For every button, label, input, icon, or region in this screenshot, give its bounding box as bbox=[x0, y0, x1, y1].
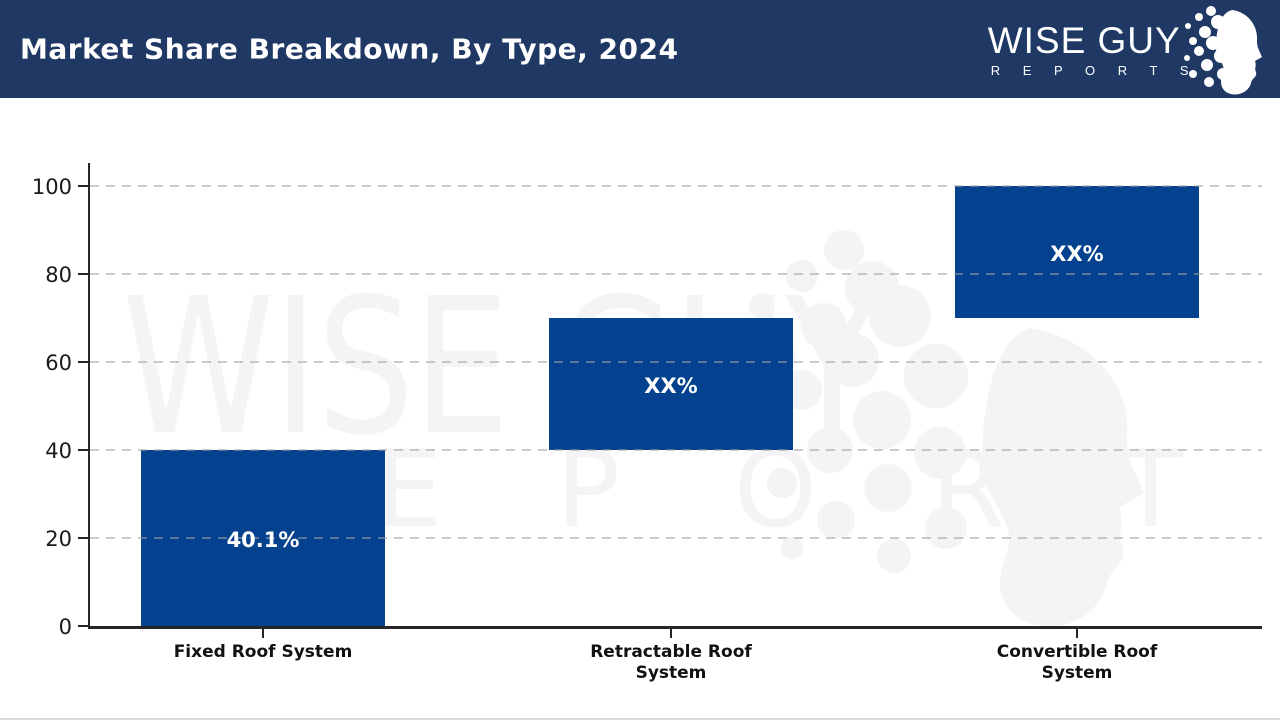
watermark-face-icon bbox=[748, 230, 1144, 627]
chart-title: Market Share Breakdown, By Type, 2024 bbox=[20, 32, 679, 66]
x-tick-mark bbox=[1076, 629, 1078, 638]
gridline bbox=[90, 537, 1262, 539]
bar-value-label: XX% bbox=[644, 373, 698, 398]
brand-subtitle: R E P O R T S bbox=[990, 63, 1198, 78]
x-axis-line bbox=[88, 626, 1262, 629]
bar-value-label: XX% bbox=[1050, 242, 1104, 266]
y-tick-label: 80 bbox=[45, 263, 72, 287]
brand-name: WISE GUY bbox=[987, 20, 1181, 61]
y-tick-mark bbox=[78, 185, 88, 187]
gridline bbox=[90, 361, 1262, 363]
y-tick-mark bbox=[78, 449, 88, 451]
y-tick-label: 60 bbox=[45, 351, 72, 375]
gridline bbox=[90, 185, 1262, 187]
brand-wordmark: WISE GUY R E P O R T S bbox=[988, 22, 1198, 78]
y-axis-line bbox=[88, 163, 90, 629]
x-tick-mark bbox=[670, 629, 672, 638]
x-tick-mark bbox=[262, 629, 264, 638]
bar-segment bbox=[549, 318, 793, 450]
footer-divider bbox=[0, 718, 1280, 720]
y-tick-label: 40 bbox=[45, 439, 72, 463]
header-bar: Market Share Breakdown, By Type, 2024 WI… bbox=[0, 0, 1280, 98]
y-tick-label: 0 bbox=[58, 615, 72, 639]
x-axis-label: Retractable Roof System bbox=[590, 642, 752, 684]
bar-segment bbox=[955, 186, 1199, 318]
gridline bbox=[90, 273, 1262, 275]
brand-face-icon bbox=[1184, 6, 1262, 95]
x-axis-label: Convertible Roof System bbox=[996, 642, 1158, 684]
x-axis-label: Fixed Roof System bbox=[173, 642, 353, 662]
gridline bbox=[90, 449, 1262, 451]
y-tick-mark bbox=[78, 273, 88, 275]
y-tick-label: 100 bbox=[31, 175, 72, 199]
y-tick-mark bbox=[78, 361, 88, 363]
brand-logo: WISE GUY R E P O R T S bbox=[988, 6, 1266, 95]
plot-area: 0 20 40 60 80 100 40.1% XX% XX% Fixed Roof System… bbox=[32, 163, 1262, 683]
y-tick-label: 20 bbox=[45, 527, 72, 551]
y-tick-mark bbox=[78, 537, 88, 539]
y-tick-mark bbox=[78, 625, 88, 627]
bar-value-label: 40.1% bbox=[226, 527, 300, 552]
